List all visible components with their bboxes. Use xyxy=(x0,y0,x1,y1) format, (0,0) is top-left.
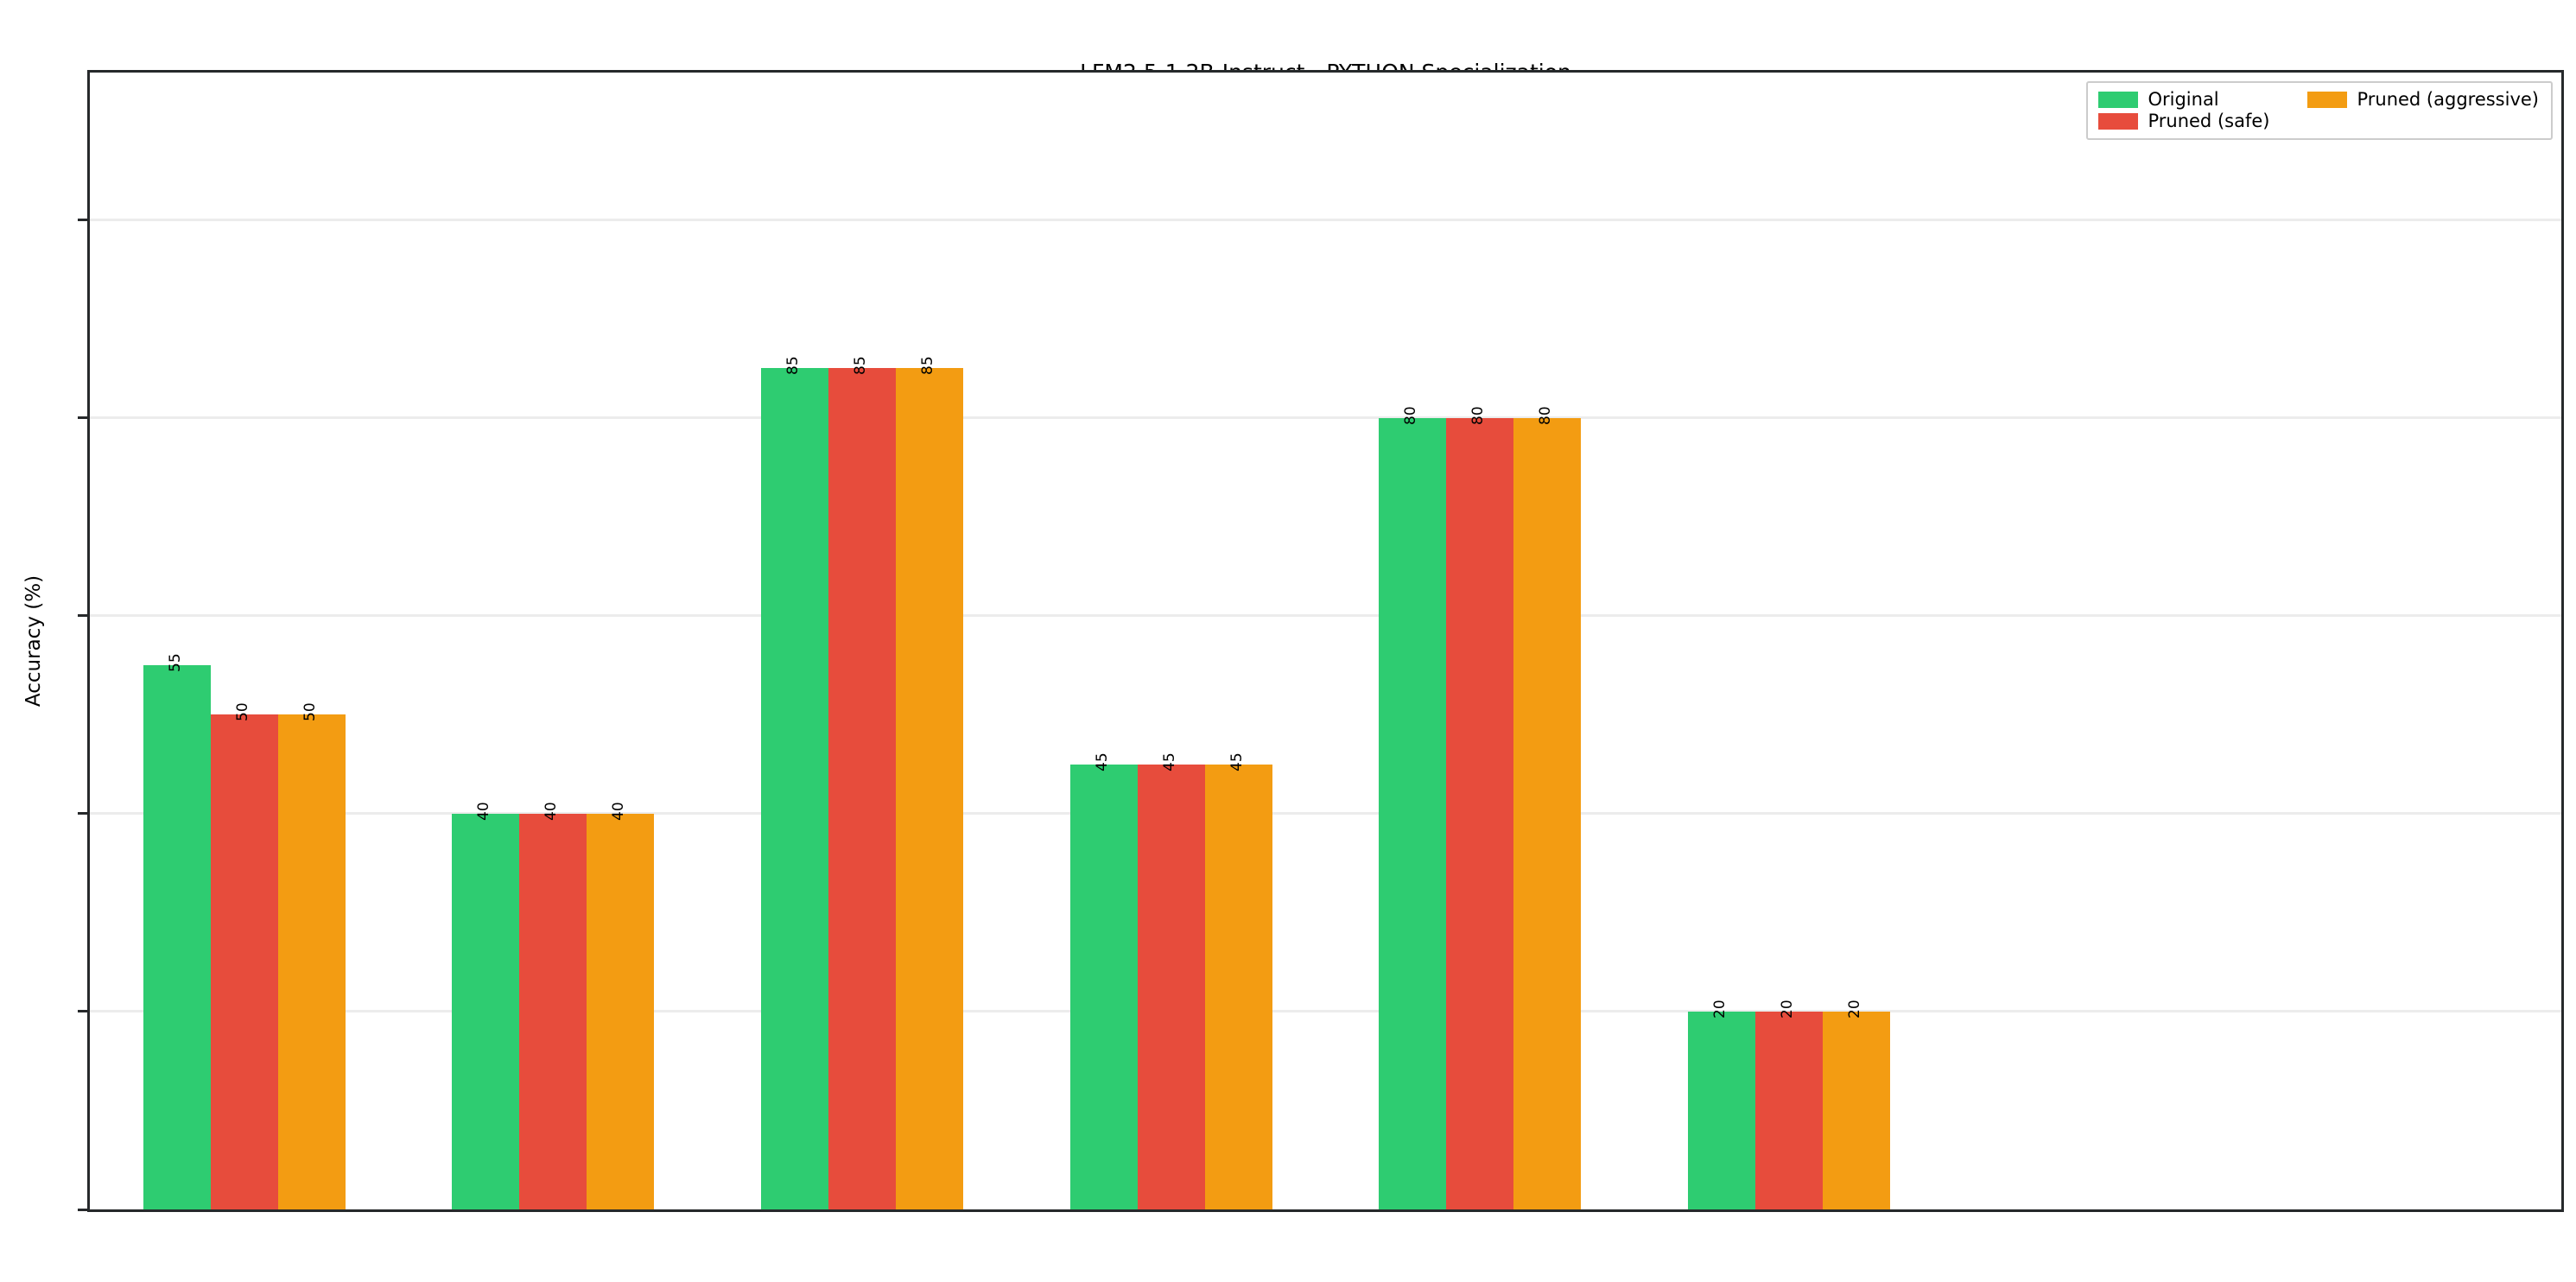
bar-value-label: 45 xyxy=(1093,752,1111,771)
y-gridline xyxy=(90,1010,2561,1013)
bar-value-label: 45 xyxy=(1160,752,1178,771)
bar xyxy=(828,368,897,1209)
legend-color-swatch xyxy=(2098,113,2139,130)
plot-inner: Math555050Reasoning404040Trivia858585Lin… xyxy=(90,73,2561,1209)
y-axis-tick xyxy=(78,1208,87,1211)
y-axis-tick xyxy=(78,416,87,420)
bar-value-label: 80 xyxy=(1402,406,1420,425)
bar xyxy=(896,368,964,1209)
y-gridline xyxy=(90,219,2561,222)
legend-color-swatch xyxy=(2098,92,2139,108)
bar-value-label: 40 xyxy=(475,802,493,821)
bar xyxy=(277,714,346,1209)
bar xyxy=(1137,764,1205,1209)
plot-area: Accuracy (%) Math555050Reasoning404040Tr… xyxy=(22,70,2564,1212)
bar xyxy=(143,665,211,1209)
bar xyxy=(210,714,278,1209)
y-axis-tick xyxy=(78,219,87,222)
legend-color-swatch xyxy=(2307,92,2348,108)
legend-label: Pruned (aggressive) xyxy=(2357,89,2539,110)
bar xyxy=(1687,1011,1755,1209)
y-gridline xyxy=(90,812,2561,816)
bar xyxy=(1754,1011,1823,1209)
bar xyxy=(519,813,587,1209)
y-axis-tick xyxy=(78,614,87,618)
bar xyxy=(1822,1011,1890,1209)
bar xyxy=(1446,417,1514,1209)
bar xyxy=(452,813,520,1209)
y-axis-tick xyxy=(78,812,87,816)
bar-value-label: 20 xyxy=(1778,1000,1796,1019)
y-gridline xyxy=(90,416,2561,420)
bar xyxy=(1379,417,1447,1209)
y-gridline xyxy=(90,1208,2561,1209)
bar-value-label: 80 xyxy=(1469,406,1488,425)
y-gridline xyxy=(90,614,2561,618)
bar xyxy=(1513,417,1582,1209)
bar-value-label: 80 xyxy=(1537,406,1555,425)
y-axis-tick xyxy=(78,1010,87,1013)
bar xyxy=(1069,764,1138,1209)
bar-value-label: 55 xyxy=(166,653,184,673)
bar xyxy=(587,813,655,1209)
bar-value-label: 85 xyxy=(919,356,937,376)
legend-label: Original xyxy=(2148,89,2219,110)
bar-value-label: 45 xyxy=(1228,752,1246,771)
chart-legend: Original Pruned (safe) Pruned (aggressive) xyxy=(2086,81,2553,140)
bar-value-label: 50 xyxy=(233,702,251,722)
legend-entry[interactable]: Original xyxy=(2098,91,2269,109)
bar-value-label: 20 xyxy=(1710,1000,1729,1019)
y-axis-label: Accuracy (%) xyxy=(22,574,45,708)
bar-value-label: 85 xyxy=(784,356,803,376)
bar xyxy=(1204,764,1272,1209)
legend-label: Pruned (safe) xyxy=(2148,111,2270,131)
bar-value-label: 50 xyxy=(301,702,319,722)
legend-entry[interactable]: Pruned (aggressive) xyxy=(2307,91,2539,109)
legend-entry[interactable]: Pruned (safe) xyxy=(2098,112,2269,130)
bar xyxy=(761,368,829,1209)
bar-value-label: 40 xyxy=(610,802,628,821)
bar-value-label: 85 xyxy=(852,356,870,376)
bar-value-label: 20 xyxy=(1845,1000,1863,1019)
bar-value-label: 40 xyxy=(542,802,561,821)
